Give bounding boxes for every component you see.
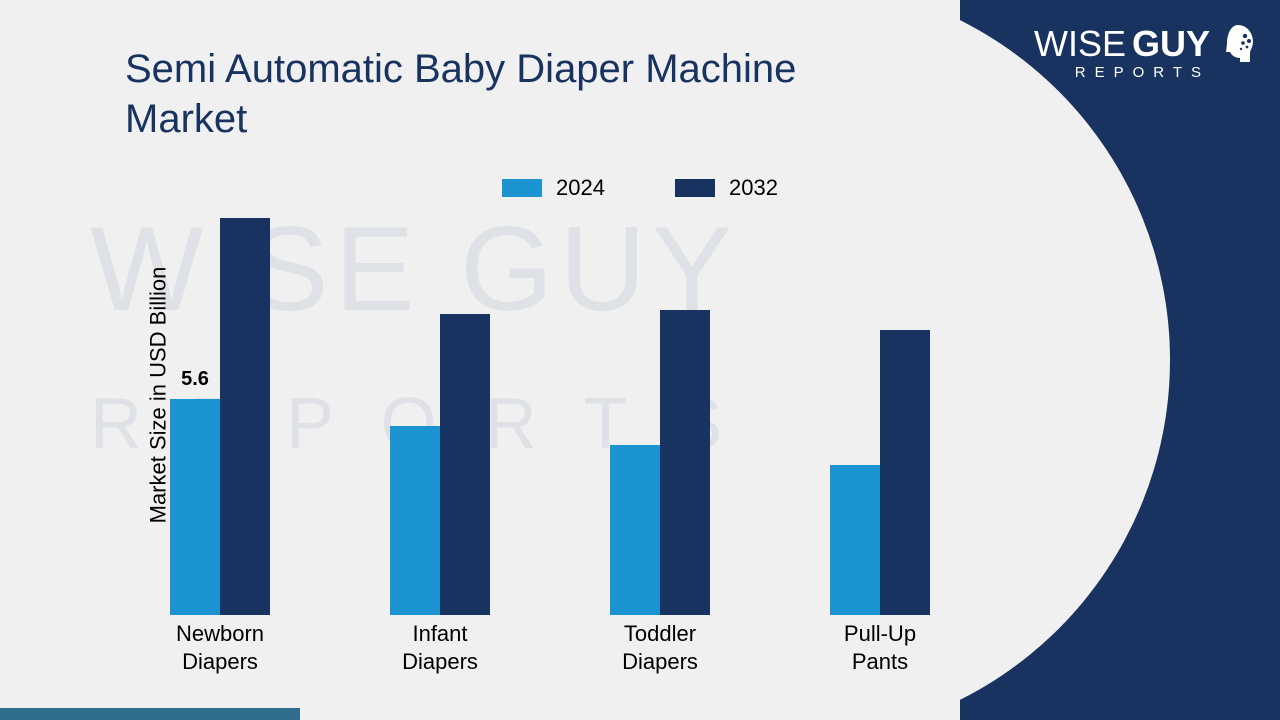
chart-container: WISE GUYR E P O R T S Semi Automatic Bab… xyxy=(0,0,1280,720)
legend: 2024 2032 xyxy=(0,175,1280,201)
bar xyxy=(170,399,220,615)
bar xyxy=(610,445,660,615)
legend-item-2032: 2032 xyxy=(675,175,778,201)
bar xyxy=(830,465,880,615)
brand-thin: WISE xyxy=(1034,23,1126,65)
bar xyxy=(880,330,930,615)
legend-label-2032: 2032 xyxy=(729,175,778,201)
legend-swatch-2032 xyxy=(675,179,715,197)
x-axis-label: Toddler Diapers xyxy=(580,620,740,675)
brand-main: WISE GUY xyxy=(980,22,1260,66)
legend-swatch-2024 xyxy=(502,179,542,197)
brand-bold: GUY xyxy=(1132,23,1210,65)
bar xyxy=(440,314,490,615)
legend-label-2024: 2024 xyxy=(556,175,605,201)
x-axis-label: Infant Diapers xyxy=(360,620,520,675)
x-axis-labels: Newborn Diapers Infant Diapers Toddler Dia… xyxy=(110,620,990,675)
x-axis-label: Newborn Diapers xyxy=(140,620,300,675)
bar-group xyxy=(610,310,710,615)
plot-area: 5.6 xyxy=(110,210,990,615)
head-icon xyxy=(1216,22,1260,66)
chart-title: Semi Automatic Baby Diaper Machine Marke… xyxy=(125,44,885,144)
brand-sub: REPORTS xyxy=(980,64,1210,81)
bar xyxy=(220,218,270,615)
legend-item-2024: 2024 xyxy=(502,175,605,201)
x-axis-label: Pull-Up Pants xyxy=(800,620,960,675)
bottom-accent-bar xyxy=(0,708,300,720)
bar-groups: 5.6 xyxy=(110,210,990,615)
bar xyxy=(390,426,440,615)
bar-group xyxy=(830,330,930,615)
bar-group xyxy=(390,314,490,615)
bar-value-label: 5.6 xyxy=(181,368,209,395)
brand-logo: WISE GUY REPORTS xyxy=(980,22,1260,81)
bar-group: 5.6 xyxy=(170,218,270,615)
bar xyxy=(660,310,710,615)
